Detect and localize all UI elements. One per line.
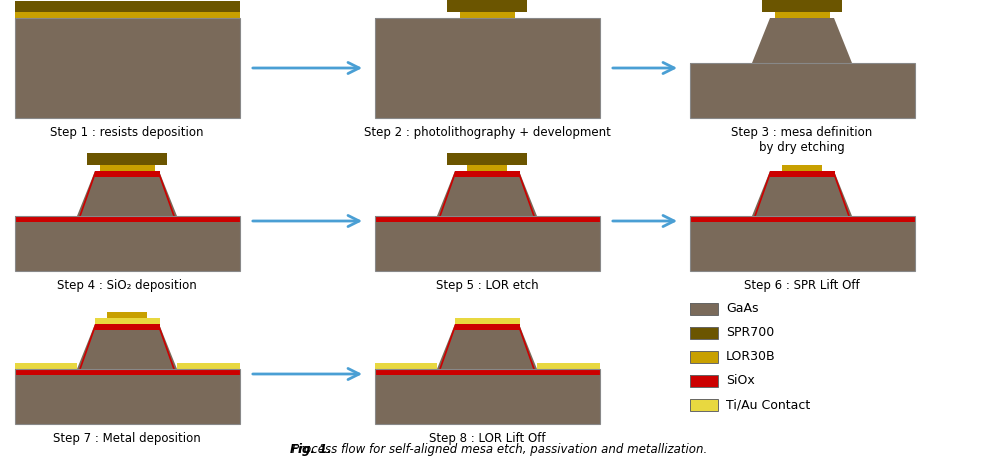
Bar: [15, 12, 240, 18]
Bar: [690, 216, 915, 271]
Text: LOR30B: LOR30B: [726, 350, 776, 363]
Polygon shape: [517, 171, 537, 222]
Text: Step 2 : photolithography + development: Step 2 : photolithography + development: [364, 126, 610, 139]
Text: Ti/Au Contact: Ti/Au Contact: [726, 398, 810, 411]
Text: Step 8 : LOR Lift Off: Step 8 : LOR Lift Off: [429, 432, 545, 445]
Bar: [375, 216, 600, 222]
Bar: [100, 165, 155, 171]
Bar: [690, 327, 718, 339]
Bar: [690, 399, 718, 411]
Bar: [15, 363, 77, 369]
Bar: [177, 363, 240, 369]
Text: SiOx: SiOx: [726, 375, 755, 388]
Bar: [87, 153, 167, 165]
Bar: [15, 369, 240, 375]
Bar: [690, 63, 915, 118]
Polygon shape: [437, 324, 457, 375]
Polygon shape: [517, 324, 537, 375]
Polygon shape: [437, 171, 457, 222]
Bar: [15, 216, 240, 222]
Text: Step 1 : resists deposition: Step 1 : resists deposition: [50, 126, 204, 139]
Bar: [467, 165, 507, 171]
Polygon shape: [157, 324, 177, 375]
Bar: [15, 18, 240, 118]
Bar: [375, 18, 600, 118]
Polygon shape: [375, 324, 600, 424]
Bar: [762, 0, 842, 12]
Text: GaAs: GaAs: [726, 302, 759, 315]
Bar: [455, 318, 520, 324]
Polygon shape: [15, 324, 240, 424]
Bar: [782, 165, 822, 171]
Bar: [775, 12, 830, 18]
Polygon shape: [752, 171, 772, 222]
Bar: [375, 18, 600, 118]
Bar: [690, 351, 718, 363]
Bar: [690, 327, 718, 339]
Bar: [690, 303, 718, 315]
Text: Step 3 : mesa definition
by dry etching: Step 3 : mesa definition by dry etching: [731, 126, 873, 154]
Polygon shape: [77, 324, 97, 375]
Polygon shape: [690, 18, 915, 118]
Bar: [95, 324, 160, 330]
Bar: [455, 171, 520, 177]
Polygon shape: [15, 171, 240, 271]
Text: Process flow for self-aligned mesa etch, passivation and metallization.: Process flow for self-aligned mesa etch,…: [292, 443, 708, 456]
Bar: [15, 1, 240, 12]
Bar: [447, 153, 527, 165]
Bar: [460, 12, 515, 18]
Text: Step 4 : SiO₂ deposition: Step 4 : SiO₂ deposition: [57, 279, 197, 292]
Bar: [690, 375, 718, 387]
Polygon shape: [375, 171, 600, 271]
Polygon shape: [832, 171, 852, 222]
Bar: [375, 363, 437, 369]
Bar: [95, 171, 160, 177]
Bar: [447, 0, 527, 12]
Bar: [375, 216, 600, 271]
Bar: [15, 18, 240, 118]
Polygon shape: [157, 171, 177, 222]
Bar: [455, 324, 520, 330]
Bar: [537, 363, 600, 369]
Bar: [690, 303, 718, 315]
Bar: [690, 351, 718, 363]
Text: Step 7 : Metal deposition: Step 7 : Metal deposition: [53, 432, 201, 445]
Bar: [690, 399, 718, 411]
Text: Fig. 1.: Fig. 1.: [290, 443, 332, 456]
Bar: [690, 216, 915, 222]
Bar: [690, 375, 718, 387]
Text: Step 6 : SPR Lift Off: Step 6 : SPR Lift Off: [744, 279, 860, 292]
Bar: [15, 369, 240, 424]
Polygon shape: [77, 171, 97, 222]
Text: SPR700: SPR700: [726, 327, 774, 340]
Bar: [107, 312, 147, 318]
Bar: [375, 369, 600, 375]
Bar: [95, 318, 160, 324]
Bar: [15, 216, 240, 271]
Bar: [375, 369, 600, 424]
Bar: [770, 171, 835, 177]
Polygon shape: [690, 171, 915, 271]
Text: Step 5 : LOR etch: Step 5 : LOR etch: [436, 279, 538, 292]
